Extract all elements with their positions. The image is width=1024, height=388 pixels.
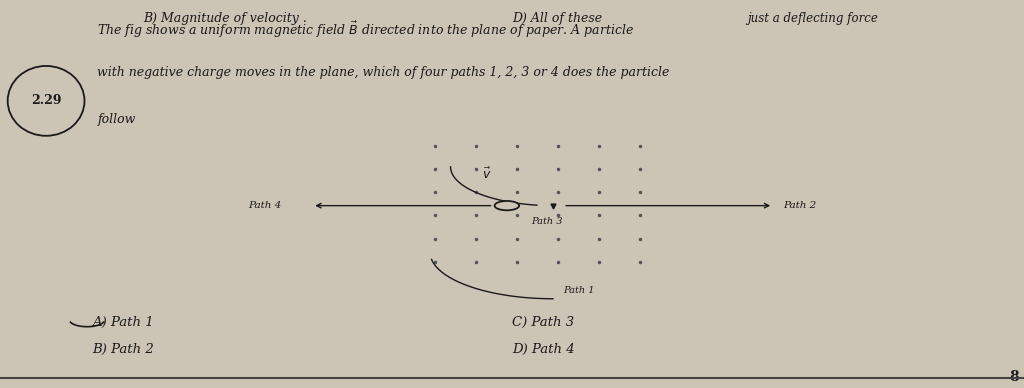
Text: The fig shows a uniform magnetic field $\vec{B}$ directed into the plane of pape: The fig shows a uniform magnetic field $… bbox=[97, 19, 634, 40]
Text: C) Path 3: C) Path 3 bbox=[512, 316, 574, 329]
Text: $\vec{v}$: $\vec{v}$ bbox=[481, 167, 492, 182]
Text: Path 1: Path 1 bbox=[563, 286, 595, 295]
Circle shape bbox=[495, 201, 519, 210]
Text: with negative charge moves in the plane, which of four paths 1, 2, 3 or 4 does t: with negative charge moves in the plane,… bbox=[97, 66, 670, 79]
Text: D) All of these: D) All of these bbox=[512, 12, 602, 25]
Text: follow: follow bbox=[97, 113, 135, 126]
Text: 8: 8 bbox=[1010, 370, 1019, 384]
Text: Path 2: Path 2 bbox=[783, 201, 816, 210]
Text: Path 4: Path 4 bbox=[249, 201, 282, 210]
Text: B) Path 2: B) Path 2 bbox=[92, 343, 154, 357]
Text: A) Path 1: A) Path 1 bbox=[92, 316, 154, 329]
Text: Path 3: Path 3 bbox=[531, 217, 563, 226]
Text: D) Path 4: D) Path 4 bbox=[512, 343, 574, 357]
Text: B) Magnitude of velocity .: B) Magnitude of velocity . bbox=[143, 12, 307, 25]
Text: just a deflecting force: just a deflecting force bbox=[748, 12, 879, 25]
Text: 2.29: 2.29 bbox=[31, 94, 61, 107]
